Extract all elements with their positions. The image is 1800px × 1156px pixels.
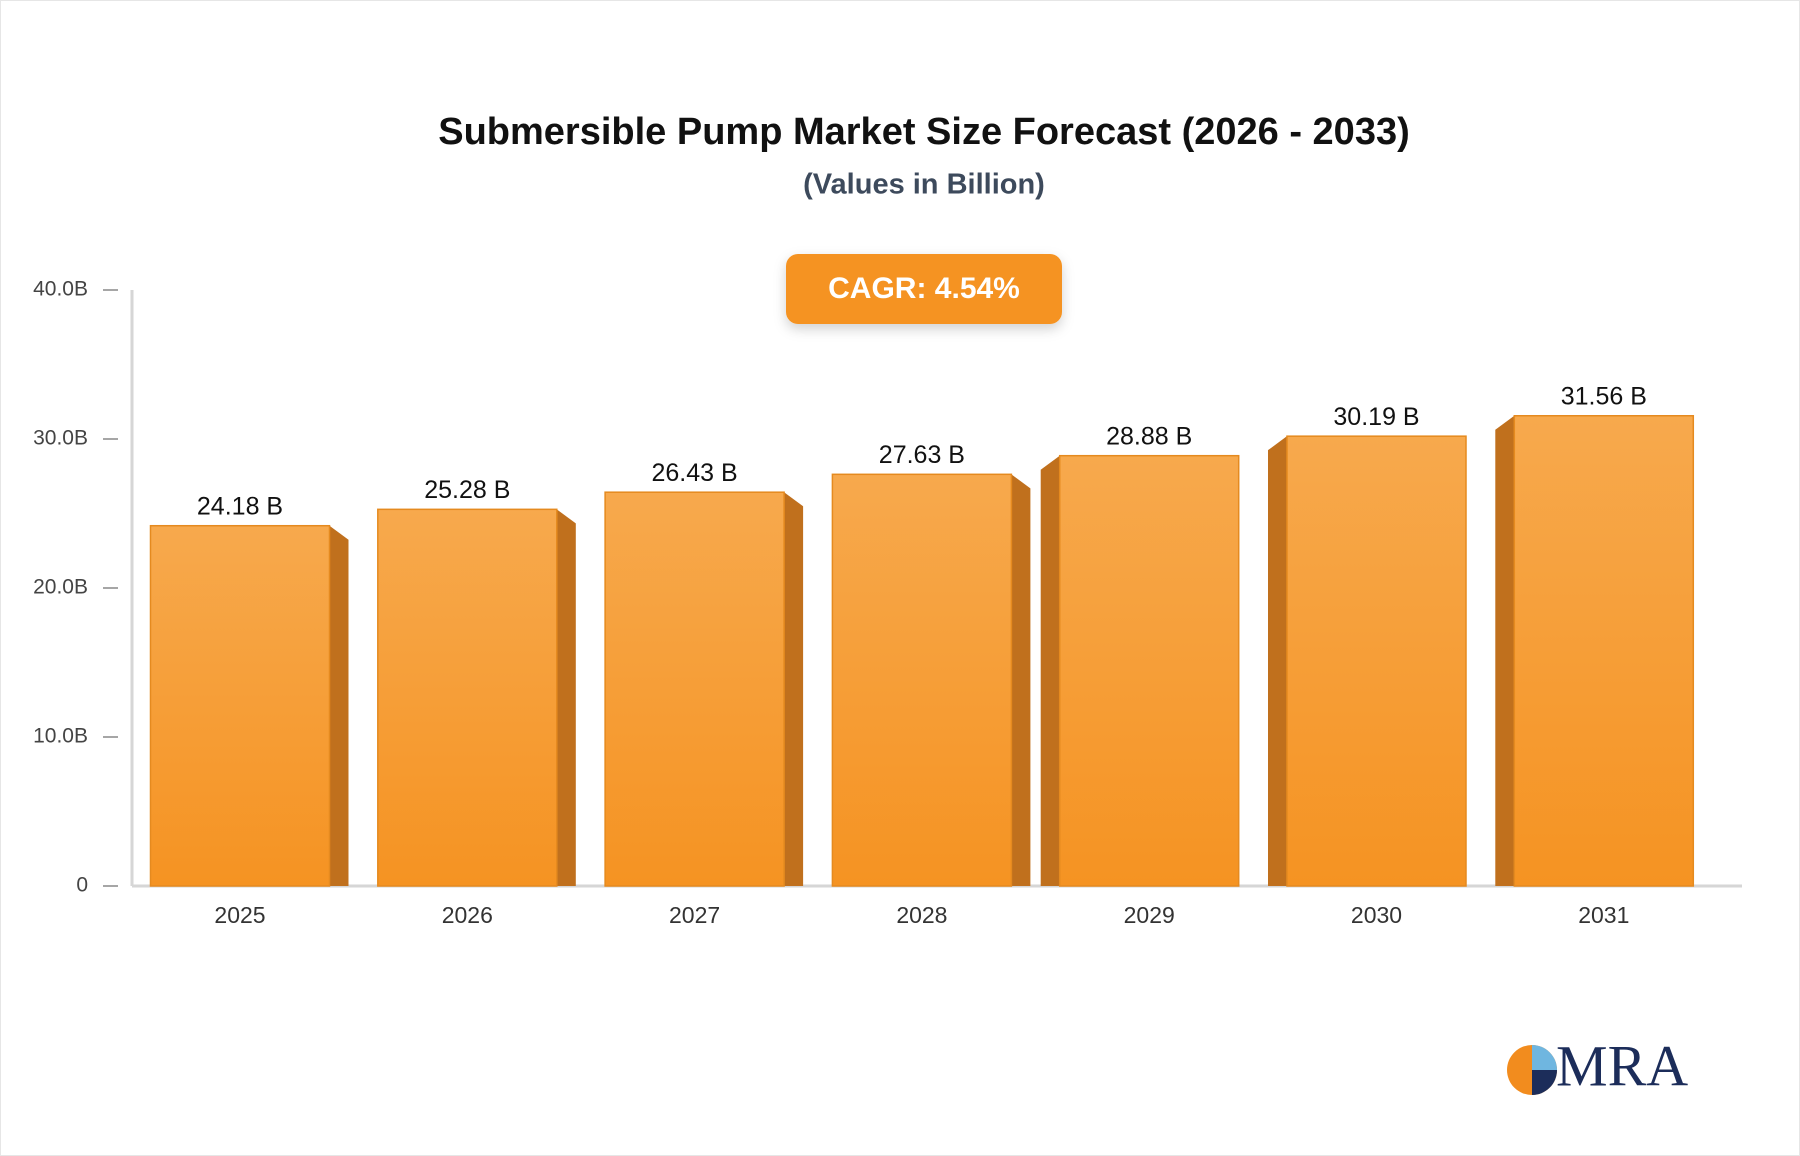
bar: [1286, 435, 1467, 887]
x-tick-label: 2025: [214, 902, 265, 928]
x-tick-label: 2030: [1351, 902, 1402, 928]
bar-side: [556, 509, 576, 886]
bar-side: [1495, 415, 1515, 886]
bar: [149, 524, 331, 887]
y-tick-label: 30.0B: [33, 427, 88, 450]
y-tick-label: 0: [76, 874, 88, 897]
value-label: 25.28 B: [424, 476, 510, 504]
bar: [604, 491, 785, 887]
chart-subtitle: (Values in Billion): [803, 169, 1045, 201]
bar-side: [1040, 455, 1060, 886]
x-tick-label: 2028: [896, 902, 947, 928]
bar: [831, 473, 1013, 887]
bar: [377, 508, 558, 887]
value-label: 30.19 B: [1333, 403, 1419, 431]
bar-side: [784, 492, 804, 886]
bar: [1058, 454, 1240, 887]
bar-side: [1011, 474, 1031, 886]
bar: [1513, 415, 1695, 887]
value-label: 27.63 B: [879, 441, 965, 469]
y-tick-label: 40.0B: [33, 278, 88, 301]
x-tick-label: 2027: [669, 902, 720, 928]
value-label: 28.88 B: [1106, 422, 1192, 450]
chart-title: Submersible Pump Market Size Forecast (2…: [438, 111, 1410, 153]
y-tick-label: 10.0B: [33, 725, 88, 748]
value-label: 26.43 B: [652, 459, 738, 487]
value-label: 24.18 B: [197, 492, 283, 520]
cagr-text: CAGR: 4.54%: [828, 272, 1020, 305]
x-tick-label: 2031: [1578, 902, 1629, 928]
logo-text: MRA: [1556, 1033, 1688, 1098]
bar-side: [329, 525, 349, 886]
value-label: 31.56 B: [1561, 382, 1647, 410]
y-tick-label: 20.0B: [33, 576, 88, 599]
x-tick-label: 2026: [442, 902, 493, 928]
cagr-badge: [786, 254, 1062, 324]
x-tick-label: 2029: [1124, 902, 1175, 928]
logo: MRA: [1507, 1033, 1688, 1098]
bar-side: [1268, 436, 1287, 886]
